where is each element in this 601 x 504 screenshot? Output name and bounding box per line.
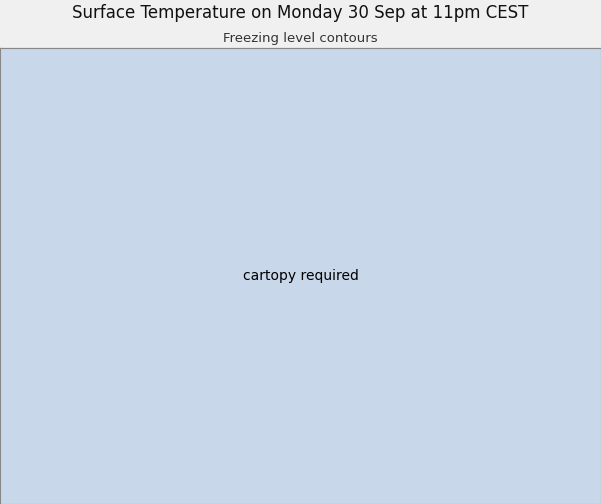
- Text: cartopy required: cartopy required: [243, 269, 358, 283]
- Text: Freezing level contours: Freezing level contours: [223, 32, 378, 45]
- Text: Surface Temperature on Monday 30 Sep at 11pm CEST: Surface Temperature on Monday 30 Sep at …: [72, 5, 529, 22]
